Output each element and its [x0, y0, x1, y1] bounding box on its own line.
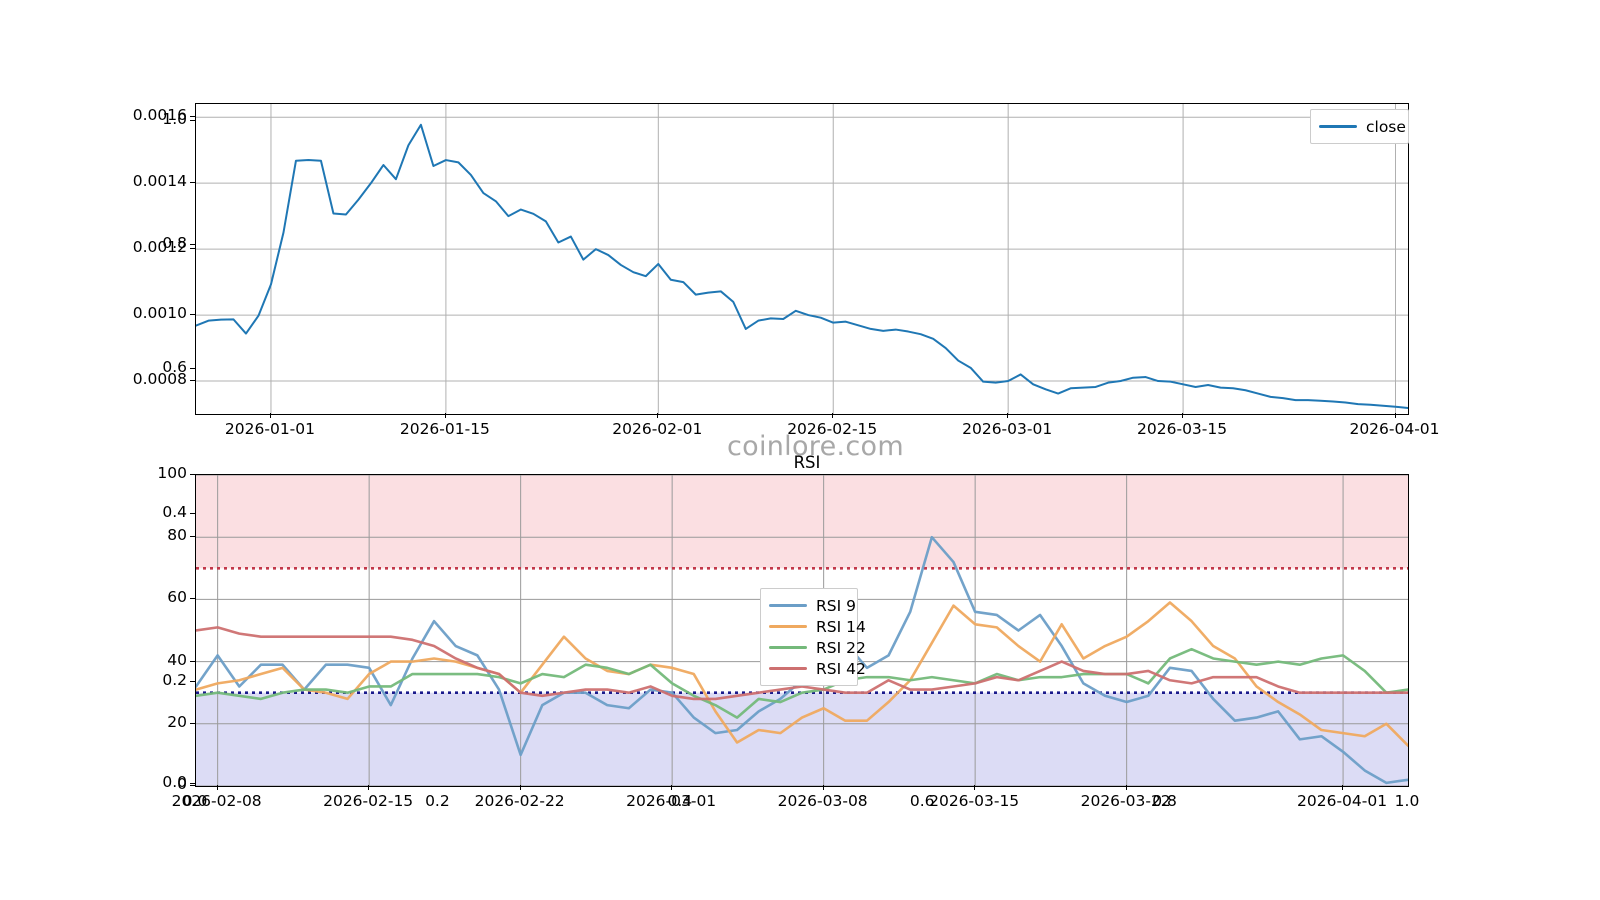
rsi-x-tick-mark: [822, 785, 824, 790]
legend-color-swatch: [769, 666, 807, 671]
legend-color-swatch: [769, 624, 807, 629]
legend-color-swatch: [1319, 124, 1357, 129]
price-y-tick-mark: [190, 116, 195, 118]
rsi-panel-title: RSI: [793, 453, 821, 472]
price-x-tick-label: 2026-02-15: [787, 420, 878, 438]
rsi-x-tick-mark: [216, 785, 218, 790]
rsi-x-tick-label: 2026-03-15: [929, 792, 1020, 810]
watermark: coinlore.com: [727, 431, 904, 462]
rsi-x-tick-label: 2026-02-08: [171, 792, 262, 810]
price-y-tick-mark: [190, 248, 195, 250]
rsi-y-tick-mark: [190, 598, 195, 600]
price-x-tick-mark: [657, 413, 659, 418]
price-y-tick-mark-overlay: [190, 244, 195, 246]
price-y-tick-label: 0.0012: [132, 238, 187, 257]
rsi-x-tick-label-overlay: 1.0: [1394, 792, 1420, 810]
legend-item-label: RSI 14: [816, 617, 866, 636]
price-y-tick-mark-overlay: [190, 120, 195, 122]
rsi-x-tick-label-overlay: 0.4: [667, 792, 693, 810]
price-x-tick-mark: [1007, 413, 1009, 418]
price-y-tick-mark: [190, 182, 195, 184]
price-y-tick-label-overlay: 1.0: [162, 110, 187, 129]
price-y-tick-label-overlay: 0.6: [162, 358, 187, 377]
price-x-tick-label: 2026-04-01: [1349, 420, 1440, 438]
legend-item-label: close: [1366, 117, 1406, 136]
rsi-y-tick-mark: [190, 660, 195, 662]
legend-item-rsi-42[interactable]: RSI 42: [769, 658, 866, 679]
price-y-tick-label: 0.0010: [132, 304, 187, 323]
price-x-tick-label: 2026-03-15: [1137, 420, 1228, 438]
price-x-tick-mark: [444, 413, 446, 418]
rsi-x-tick-label: 2026-03-22: [1080, 792, 1171, 810]
price-x-tick-label: 2026-01-15: [399, 420, 490, 438]
rsi-plot-area: [196, 475, 1408, 786]
price-y-tick-mark: [190, 380, 195, 382]
rsi-y-tick-label: 100: [157, 464, 187, 482]
rsi-y-tick-label-overlay: 0.4: [162, 502, 187, 521]
rsi-y-tick-mark: [190, 536, 195, 538]
price-chart-axes: [195, 103, 1409, 415]
legend-item-close[interactable]: close: [1319, 116, 1406, 137]
price-legend: close: [1310, 109, 1409, 144]
rsi-y-tick-label: 0: [177, 775, 187, 793]
price-plot-area: [196, 104, 1408, 414]
price-x-tick-mark: [1182, 413, 1184, 418]
rsi-x-tick-label: 2026-02-15: [323, 792, 414, 810]
price-y-tick-label: 0.0014: [132, 172, 187, 191]
price-x-tick-label: 2026-01-01: [224, 420, 316, 438]
price-x-tick-label: 2026-02-01: [612, 420, 703, 438]
price-x-tick-label: 2026-03-01: [962, 420, 1053, 438]
rsi-y-tick-mark: [190, 785, 195, 786]
legend-item-label: RSI 42: [816, 659, 866, 678]
rsi-y-tick-label: 80: [167, 526, 187, 545]
rsi-x-tick-label: 2026-03-08: [777, 792, 868, 810]
price-y-tick-label: 0.0016: [132, 106, 187, 125]
rsi-x-tick-label-overlay: 0.0: [182, 792, 208, 810]
rsi-x-tick-mark: [368, 785, 370, 790]
legend-item-label: RSI 22: [816, 638, 866, 657]
rsi-x-tick-label: 2026-04-01: [1297, 792, 1388, 810]
rsi-x-tick-mark: [1342, 785, 1344, 790]
rsi-x-tick-label-overlay: 0.2: [425, 792, 450, 810]
rsi-x-tick-label-overlay: 0.8: [1152, 792, 1177, 810]
legend-color-swatch: [769, 645, 807, 650]
legend-item-label: RSI 9: [816, 596, 856, 615]
rsi-y-tick-mark-overlay: [190, 680, 195, 682]
price-x-tick-mark: [832, 413, 834, 418]
legend-item-rsi-9[interactable]: RSI 9: [769, 595, 856, 616]
legend-color-swatch: [769, 603, 807, 608]
legend-item-rsi-14[interactable]: RSI 14: [769, 616, 866, 637]
price-y-tick-label-overlay: 0.8: [162, 234, 187, 253]
price-y-tick-label: 0.0008: [132, 370, 187, 389]
rsi-y-tick-mark: [190, 722, 195, 724]
rsi-x-tick-mark: [974, 785, 976, 790]
rsi-y-tick-mark: [190, 474, 195, 475]
price-x-tick-mark: [1394, 413, 1396, 418]
price-x-tick-mark: [269, 413, 271, 418]
rsi-legend: RSI 9 RSI 14 RSI 22 RSI 42: [760, 588, 866, 686]
rsi-x-tick-label: 2026-03-01: [626, 792, 717, 810]
rsi-y-tick-label: 40: [167, 650, 187, 669]
price-y-tick-mark: [190, 314, 195, 316]
rsi-y-tick-label-overlay: 0.0: [162, 773, 187, 792]
rsi-x-tick-mark: [1125, 785, 1127, 790]
price-y-tick-mark-overlay: [190, 368, 195, 370]
rsi-x-tick-mark: [671, 785, 673, 790]
rsi-x-tick-label: 2026-02-22: [474, 792, 565, 810]
rsi-y-tick-mark-overlay: [190, 783, 195, 785]
rsi-y-tick-label-overlay: 0.2: [162, 670, 187, 689]
rsi-y-tick-label: 60: [167, 588, 187, 607]
rsi-x-tick-mark: [519, 785, 521, 790]
rsi-y-tick-label: 20: [167, 712, 187, 731]
legend-item-rsi-22[interactable]: RSI 22: [769, 637, 866, 658]
rsi-x-tick-label-overlay: 0.6: [909, 792, 935, 810]
rsi-y-tick-mark-overlay: [190, 512, 195, 514]
